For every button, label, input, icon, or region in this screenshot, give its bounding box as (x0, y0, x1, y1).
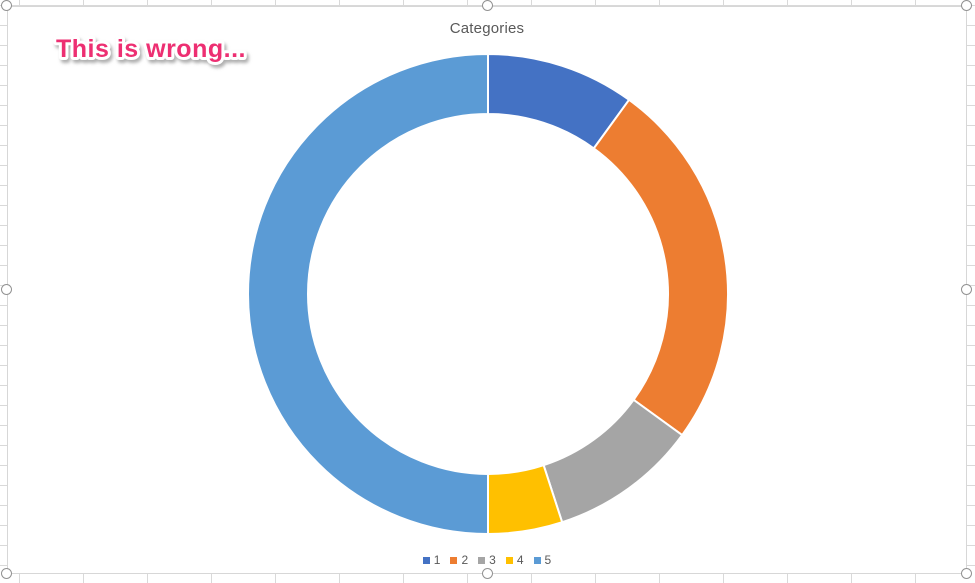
doughnut-segment-2[interactable] (592, 98, 729, 437)
legend-swatch-3 (478, 556, 486, 564)
legend-swatch-2 (450, 556, 458, 564)
legend-swatch-1 (422, 556, 430, 564)
selection-handle-bottom-middle[interactable] (482, 568, 493, 579)
legend-label-3: 3 (489, 553, 496, 567)
legend-label-4: 4 (516, 553, 524, 567)
legend-swatch-5 (533, 556, 541, 564)
legend-item-4[interactable]: 4 (505, 553, 524, 567)
chart-area[interactable]: Categories 1 2 3 4 5 This is wrong... (7, 6, 967, 574)
chart-title[interactable]: Categories (449, 20, 525, 37)
legend-label-1: 1 (433, 553, 441, 567)
selection-handle-bottom-left[interactable] (1, 568, 12, 579)
annotation-text[interactable]: This is wrong... (53, 32, 248, 66)
selection-handle-middle-left[interactable] (1, 284, 12, 295)
chart-legend[interactable]: 1 2 3 4 5 (8, 552, 966, 568)
legend-item-2[interactable]: 2 (450, 554, 468, 566)
selection-handle-bottom-right[interactable] (961, 568, 972, 579)
selection-handle-top-left[interactable] (1, 0, 12, 11)
legend-item-1[interactable]: 1 (422, 553, 441, 567)
legend-item-3[interactable]: 3 (478, 554, 496, 566)
doughnut-chart[interactable] (238, 44, 738, 544)
selection-handle-top-middle[interactable] (482, 0, 493, 11)
selection-handle-top-right[interactable] (961, 0, 972, 11)
legend-label-2: 2 (461, 553, 469, 567)
legend-item-5[interactable]: 5 (533, 553, 552, 567)
legend-swatch-4 (505, 556, 513, 564)
legend-label-5: 5 (544, 553, 552, 567)
selection-handle-middle-right[interactable] (961, 284, 972, 295)
annotation-textbox[interactable]: This is wrong... (46, 25, 366, 81)
doughnut-segment-5[interactable] (247, 53, 489, 535)
